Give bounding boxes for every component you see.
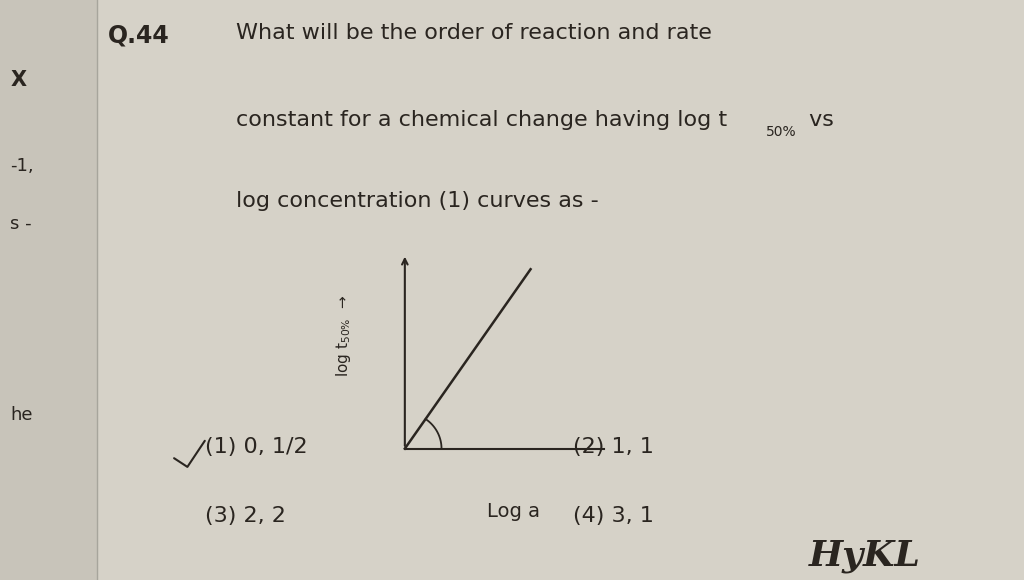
Bar	[0, 0, 97, 580]
Text: -1,: -1,	[10, 157, 34, 175]
Text: What will be the order of reaction and rate: What will be the order of reaction and r…	[236, 23, 712, 43]
Text: HyKL: HyKL	[809, 539, 922, 574]
Text: Log a: Log a	[486, 502, 540, 521]
Text: (4) 3, 1: (4) 3, 1	[573, 506, 654, 526]
Text: vs: vs	[802, 110, 834, 130]
Text: X: X	[10, 70, 27, 89]
Text: (2) 1, 1: (2) 1, 1	[573, 437, 654, 456]
Text: log t$_{50\%}$  →: log t$_{50\%}$ →	[334, 295, 352, 378]
Text: he: he	[10, 406, 33, 424]
Text: 50%: 50%	[766, 125, 797, 139]
Text: log concentration (1) curves as -: log concentration (1) curves as -	[236, 191, 598, 211]
Text: s -: s -	[10, 215, 32, 233]
Text: constant for a chemical change having log t: constant for a chemical change having lo…	[236, 110, 727, 130]
Text: Q.44: Q.44	[108, 23, 169, 47]
Text: (3) 2, 2: (3) 2, 2	[205, 506, 286, 526]
Text: (1) 0, 1/2: (1) 0, 1/2	[205, 437, 307, 456]
